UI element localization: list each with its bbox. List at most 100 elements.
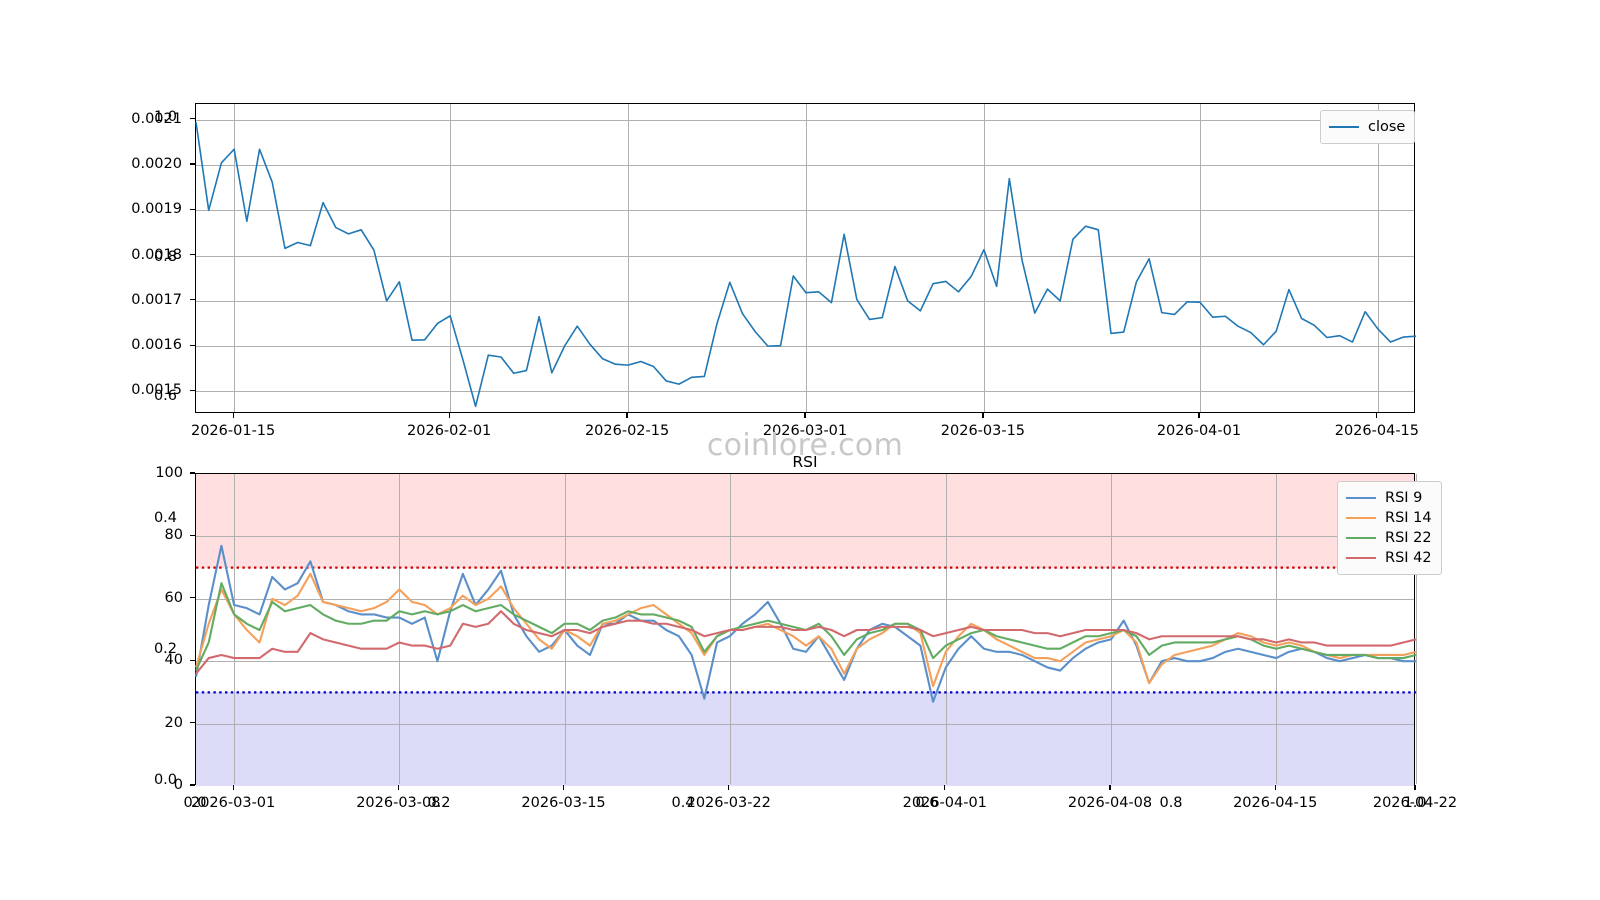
price-x-tick-label: 2026-04-15 — [1334, 423, 1420, 439]
rsi-gridline-h — [196, 536, 1414, 538]
price-x-tick — [1376, 413, 1378, 418]
price-y-tick-label: 0.0019 — [131, 201, 182, 218]
price-legend-item[interactable]: close — [1329, 117, 1405, 137]
price-y-tick — [190, 118, 195, 120]
rsi-y-tick — [190, 597, 195, 599]
rsi-x-tick — [562, 785, 565, 790]
legend-color-swatch — [1329, 126, 1359, 128]
rsi-legend-item[interactable]: RSI 9 — [1346, 488, 1432, 508]
rsi-legend[interactable]: RSI 9 RSI 14 RSI 22 RSI 42 — [1337, 481, 1442, 575]
price-chart-panel — [195, 103, 1417, 413]
rsi-y-tick-label: 20 — [164, 714, 183, 731]
price-gridline-h — [196, 346, 1414, 348]
rsi-legend-label: RSI 14 — [1385, 509, 1432, 526]
legend-color-swatch — [1346, 557, 1376, 559]
price-gridline-v — [1377, 104, 1379, 412]
price-x-tick-label: 2026-03-01 — [762, 423, 848, 439]
price-y-tick-label: 0.0016 — [131, 337, 182, 354]
price-y-tick — [190, 163, 195, 165]
price-y-tick-label: 0.0015 — [131, 382, 182, 399]
rsi-y-tick — [190, 784, 195, 786]
rsi-y-tick-label: 0 — [173, 777, 183, 793]
rsi-x-tick-label: 2026-03-08 — [356, 795, 441, 811]
rsi-line-rsi-9 — [194, 544, 1416, 703]
price-line-plot — [195, 121, 1417, 408]
price-legend[interactable]: close — [1320, 110, 1416, 144]
rsi-line-rsi-14 — [194, 572, 1417, 688]
rsi-gridline-v — [234, 474, 236, 784]
price-x-tick — [982, 413, 984, 418]
price-y-tick-label: 0.0021 — [131, 110, 182, 127]
rsi-x-tick — [1109, 785, 1111, 790]
price-gridline-v — [450, 104, 452, 412]
price-secondary-y-tick-label: 0.6 — [153, 388, 177, 405]
rsi-legend-label: RSI 42 — [1385, 549, 1432, 566]
rsi-legend-label: RSI 22 — [1385, 529, 1432, 546]
rsi-gridline-h — [196, 661, 1414, 663]
rsi-secondary-x-tick-label: 1.0 — [1403, 795, 1427, 811]
rsi-x-tick-label: 2026-04-15 — [1233, 795, 1318, 811]
price-gridline-v — [983, 104, 985, 412]
legend-color-swatch — [1346, 537, 1376, 539]
rsi-gridline-h — [196, 723, 1414, 725]
close-price-line — [195, 121, 1417, 408]
price-gridline-h — [196, 300, 1414, 302]
price-gridline-h — [196, 391, 1414, 393]
price-x-tick — [626, 413, 628, 418]
price-secondary-y-tick-label: 0.8 — [153, 248, 177, 265]
price-x-tick-label: 2026-02-15 — [584, 423, 670, 439]
rsi-legend-item[interactable]: RSI 42 — [1346, 548, 1432, 568]
rsi-secondary-x-tick-label: 0.2 — [427, 795, 451, 811]
rsi-x-tick-label: 2026-03-01 — [190, 795, 276, 811]
price-y-tick-label: 0.0020 — [131, 156, 182, 173]
legend-color-swatch — [1346, 497, 1376, 499]
rsi-gridline-v — [945, 474, 947, 784]
rsi-x-tick-label: 2026-03-15 — [521, 795, 606, 811]
watermark-coinlore: coinlore.com — [706, 428, 904, 463]
price-y-tick — [190, 389, 195, 391]
rsi-chart-title: RSI — [792, 453, 818, 471]
price-gridline-h — [196, 255, 1414, 257]
rsi-x-tick — [944, 785, 946, 790]
price-x-tick-label: 2026-04-01 — [1156, 423, 1242, 439]
price-secondary-y-tick-label: 1.0 — [153, 108, 177, 125]
price-gridline-v — [806, 104, 807, 412]
rsi-legend-label: RSI 9 — [1385, 489, 1423, 506]
rsi-secondary-y-tick-label: 0.0 — [153, 772, 177, 789]
rsi-secondary-x-tick-label: 0.4 — [671, 795, 695, 811]
rsi-line-rsi-42 — [195, 610, 1417, 675]
price-x-tick-label: 2026-03-15 — [940, 423, 1026, 439]
price-gridline-h — [196, 210, 1414, 212]
rsi-y-tick — [190, 659, 195, 661]
price-legend-label: close — [1368, 118, 1406, 135]
rsi-line-rsi-22 — [195, 582, 1417, 671]
rsi-secondary-x-tick-label: 0.8 — [1159, 795, 1183, 811]
price-y-tick — [190, 208, 195, 210]
price-y-tick-label: 0.0017 — [131, 291, 182, 308]
rsi-y-tick — [190, 722, 195, 724]
price-gridline-v — [628, 104, 630, 412]
rsi-shaded-region — [196, 692, 1414, 786]
rsi-secondary-y-tick-label: 0.2 — [153, 641, 177, 658]
price-gridline-v — [1199, 104, 1201, 412]
rsi-secondary-x-tick-label: 0.0 — [183, 795, 207, 811]
rsi-x-tick-label: 2026-04-01 — [902, 795, 987, 811]
rsi-gridline-v — [1276, 474, 1278, 784]
rsi-x-tick — [397, 785, 399, 790]
rsi-chart-panel — [194, 473, 1417, 786]
price-y-tick-label: 0.0018 — [131, 246, 182, 263]
rsi-gridline-h — [196, 598, 1414, 600]
rsi-legend-item[interactable]: RSI 22 — [1346, 528, 1432, 548]
rsi-gridline-v — [399, 474, 401, 784]
rsi-shaded-region — [196, 474, 1414, 568]
rsi-secondary-x-tick-label: 0.6 — [915, 795, 939, 811]
price-gridline-h — [196, 119, 1414, 121]
rsi-y-tick — [190, 534, 195, 536]
legend-color-swatch — [1346, 517, 1376, 519]
rsi-y-tick — [190, 472, 195, 474]
rsi-legend-item[interactable]: RSI 14 — [1346, 508, 1432, 528]
price-y-tick — [190, 344, 195, 346]
rsi-secondary-y-tick-label: 0.4 — [153, 510, 177, 527]
price-x-tick — [232, 413, 234, 418]
price-gridline-h — [196, 165, 1414, 167]
